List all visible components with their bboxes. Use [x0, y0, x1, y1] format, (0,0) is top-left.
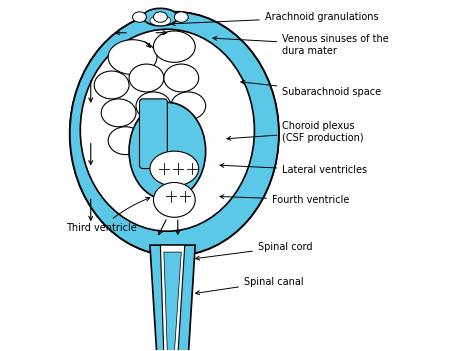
Ellipse shape	[174, 12, 188, 22]
Text: Spinal canal: Spinal canal	[196, 277, 303, 295]
Ellipse shape	[129, 102, 206, 200]
Polygon shape	[150, 245, 195, 351]
Ellipse shape	[108, 40, 157, 74]
Text: Fourth ventricle: Fourth ventricle	[220, 195, 349, 205]
Text: Third ventricle: Third ventricle	[66, 197, 150, 233]
Text: Choroid plexus
(CSF production): Choroid plexus (CSF production)	[227, 121, 364, 143]
Ellipse shape	[154, 12, 167, 22]
Ellipse shape	[143, 8, 178, 26]
FancyBboxPatch shape	[139, 99, 167, 168]
Text: Subarachnoid space: Subarachnoid space	[241, 80, 382, 97]
Ellipse shape	[164, 64, 199, 92]
Ellipse shape	[143, 120, 178, 148]
Ellipse shape	[150, 151, 199, 186]
Polygon shape	[160, 245, 185, 351]
Text: Venous sinuses of the
dura mater: Venous sinuses of the dura mater	[213, 34, 389, 56]
Ellipse shape	[150, 15, 171, 26]
Ellipse shape	[70, 12, 279, 256]
Text: Arachnoid granulations: Arachnoid granulations	[171, 12, 378, 26]
Ellipse shape	[94, 71, 129, 99]
Ellipse shape	[154, 31, 195, 62]
Ellipse shape	[80, 29, 255, 231]
Ellipse shape	[129, 64, 164, 92]
Text: Lateral ventricles: Lateral ventricles	[220, 164, 367, 175]
Ellipse shape	[108, 127, 143, 154]
Ellipse shape	[133, 12, 146, 22]
Ellipse shape	[154, 183, 195, 217]
Ellipse shape	[136, 92, 171, 120]
Ellipse shape	[70, 12, 279, 256]
Polygon shape	[164, 252, 181, 351]
Text: Spinal cord: Spinal cord	[196, 242, 312, 260]
Ellipse shape	[101, 99, 136, 127]
Ellipse shape	[171, 92, 206, 120]
